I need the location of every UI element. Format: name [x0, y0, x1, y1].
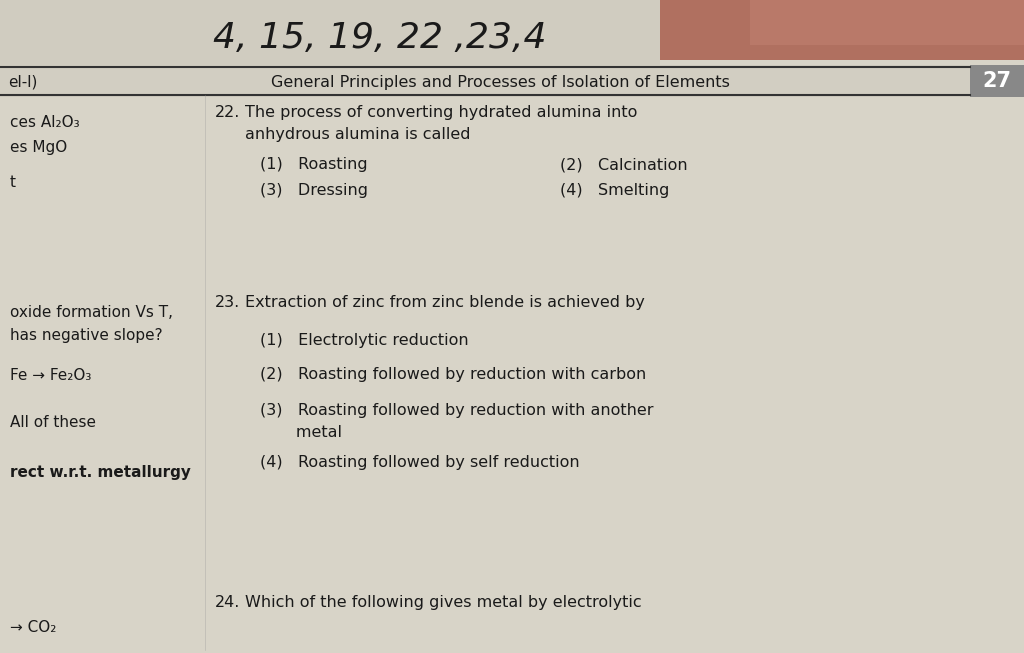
Text: 23.: 23. — [215, 295, 241, 310]
FancyBboxPatch shape — [0, 65, 1024, 97]
FancyBboxPatch shape — [750, 0, 1024, 45]
Text: (3)   Roasting followed by reduction with another: (3) Roasting followed by reduction with … — [260, 403, 653, 418]
Text: General Principles and Processes of Isolation of Elements: General Principles and Processes of Isol… — [270, 74, 729, 89]
Text: Extraction of zinc from zinc blende is achieved by: Extraction of zinc from zinc blende is a… — [245, 295, 645, 310]
Text: (1)   Electrolytic reduction: (1) Electrolytic reduction — [260, 333, 469, 348]
Text: rect w.r.t. metallurgy: rect w.r.t. metallurgy — [10, 465, 190, 480]
Text: oxide formation Vs T,: oxide formation Vs T, — [10, 305, 173, 320]
Text: has negative slope?: has negative slope? — [10, 328, 163, 343]
Text: The process of converting hydrated alumina into: The process of converting hydrated alumi… — [245, 105, 637, 120]
Text: → CO₂: → CO₂ — [10, 620, 56, 635]
Text: (3)   Dressing: (3) Dressing — [260, 183, 368, 198]
Text: es MgO: es MgO — [10, 140, 68, 155]
Text: All of these: All of these — [10, 415, 96, 430]
Text: t: t — [10, 175, 16, 190]
FancyBboxPatch shape — [970, 65, 1024, 97]
Text: Fe → Fe₂O₃: Fe → Fe₂O₃ — [10, 368, 91, 383]
Text: (2)   Calcination: (2) Calcination — [560, 157, 688, 172]
Text: metal: metal — [260, 425, 342, 440]
Text: (4)   Roasting followed by self reduction: (4) Roasting followed by self reduction — [260, 455, 580, 470]
Text: (2)   Roasting followed by reduction with carbon: (2) Roasting followed by reduction with … — [260, 367, 646, 382]
Text: (1)   Roasting: (1) Roasting — [260, 157, 368, 172]
Text: (4)   Smelting: (4) Smelting — [560, 183, 670, 198]
Text: Which of the following gives metal by electrolytic: Which of the following gives metal by el… — [245, 595, 642, 610]
Text: 27: 27 — [982, 71, 1012, 91]
Text: anhydrous alumina is called: anhydrous alumina is called — [245, 127, 470, 142]
Text: ces Al₂O₃: ces Al₂O₃ — [10, 115, 80, 130]
Text: 4, 15, 19, 22 ,23,4: 4, 15, 19, 22 ,23,4 — [213, 21, 547, 55]
Text: 22.: 22. — [215, 105, 241, 120]
Text: 24.: 24. — [215, 595, 241, 610]
FancyBboxPatch shape — [600, 0, 1024, 60]
Text: el-l): el-l) — [8, 74, 37, 89]
FancyBboxPatch shape — [0, 0, 660, 65]
